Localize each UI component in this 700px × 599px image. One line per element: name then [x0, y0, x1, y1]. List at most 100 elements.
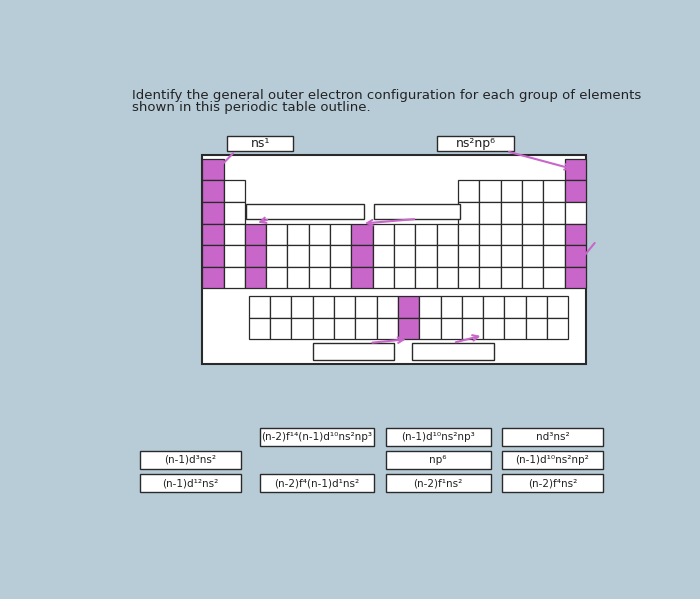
Bar — [223, 202, 245, 223]
Bar — [543, 180, 564, 202]
Bar — [202, 202, 223, 223]
Bar — [140, 450, 241, 469]
Bar — [260, 428, 374, 446]
Bar — [334, 296, 356, 317]
Text: Identify the general outer electron configuration for each group of elements: Identify the general outer electron conf… — [132, 89, 642, 102]
Bar — [437, 136, 514, 151]
Bar — [564, 159, 586, 180]
Bar — [351, 267, 372, 288]
Bar — [374, 204, 459, 219]
Bar — [522, 223, 543, 245]
Bar — [419, 296, 440, 317]
Bar — [458, 223, 480, 245]
Text: (n-1)d¹⁰ns²np²: (n-1)d¹⁰ns²np² — [516, 455, 589, 465]
Bar — [140, 474, 241, 492]
Bar — [480, 223, 500, 245]
Bar — [505, 317, 526, 339]
Bar — [202, 267, 223, 288]
Bar — [202, 245, 223, 267]
Bar — [398, 296, 419, 317]
Bar — [480, 245, 500, 267]
Bar — [437, 223, 458, 245]
Bar — [500, 180, 522, 202]
Bar — [330, 267, 351, 288]
Bar — [330, 245, 351, 267]
Bar — [245, 267, 266, 288]
Bar — [372, 267, 394, 288]
Bar — [415, 245, 437, 267]
Bar — [291, 317, 313, 339]
Text: nd³ns²: nd³ns² — [536, 432, 569, 442]
Bar — [458, 245, 480, 267]
Bar — [480, 180, 500, 202]
Bar — [309, 267, 330, 288]
Bar — [245, 245, 266, 267]
Bar — [223, 245, 245, 267]
Bar — [564, 223, 586, 245]
Text: np⁶: np⁶ — [429, 455, 447, 465]
Bar — [291, 296, 313, 317]
Bar — [309, 223, 330, 245]
Bar — [245, 223, 266, 245]
Text: (n-2)f¹ns²: (n-2)f¹ns² — [414, 478, 463, 488]
Bar — [419, 317, 440, 339]
Bar — [377, 296, 398, 317]
Bar — [522, 180, 543, 202]
Text: (n-2)f¹⁴(n-1)d¹⁰ns²np³: (n-2)f¹⁴(n-1)d¹⁰ns²np³ — [261, 432, 372, 442]
Bar — [522, 267, 543, 288]
Bar — [386, 450, 491, 469]
Bar — [313, 296, 334, 317]
Bar — [372, 245, 394, 267]
Bar — [412, 343, 493, 360]
Bar — [564, 202, 586, 223]
Text: (n-1)d¹²ns²: (n-1)d¹²ns² — [162, 478, 218, 488]
Bar — [564, 267, 586, 288]
Bar — [266, 267, 288, 288]
Bar — [415, 267, 437, 288]
Text: (n-2)f⁴ns²: (n-2)f⁴ns² — [528, 478, 577, 488]
Bar — [248, 317, 270, 339]
Bar — [223, 267, 245, 288]
Bar — [330, 223, 351, 245]
Bar — [458, 267, 480, 288]
Text: (n-1)d¹⁰ns²np³: (n-1)d¹⁰ns²np³ — [401, 432, 475, 442]
Bar — [398, 317, 419, 339]
Bar — [547, 317, 568, 339]
Bar — [202, 159, 223, 180]
Bar — [288, 267, 309, 288]
Bar — [483, 317, 505, 339]
Bar — [313, 317, 334, 339]
Bar — [313, 343, 394, 360]
Bar — [526, 317, 547, 339]
Bar — [543, 223, 564, 245]
Bar — [334, 317, 356, 339]
Bar — [266, 245, 288, 267]
Bar — [394, 245, 415, 267]
Bar — [564, 245, 586, 267]
Bar — [415, 223, 437, 245]
Bar — [437, 267, 458, 288]
Text: (n-1)d³ns²: (n-1)d³ns² — [164, 455, 216, 465]
Text: (n-2)f⁴(n-1)d¹ns²: (n-2)f⁴(n-1)d¹ns² — [274, 478, 360, 488]
Bar — [228, 136, 293, 151]
Bar — [526, 296, 547, 317]
Bar — [246, 204, 363, 219]
Bar — [437, 245, 458, 267]
Bar — [500, 202, 522, 223]
Bar — [440, 317, 462, 339]
Bar — [500, 245, 522, 267]
Bar — [288, 245, 309, 267]
Bar — [543, 202, 564, 223]
Bar — [351, 223, 372, 245]
Bar — [462, 317, 483, 339]
Bar — [356, 317, 377, 339]
Bar — [543, 267, 564, 288]
Bar — [462, 296, 483, 317]
Bar — [543, 245, 564, 267]
Bar — [248, 296, 270, 317]
Bar — [288, 223, 309, 245]
Bar — [458, 180, 480, 202]
Bar — [394, 267, 415, 288]
Bar — [547, 296, 568, 317]
Bar — [351, 245, 372, 267]
